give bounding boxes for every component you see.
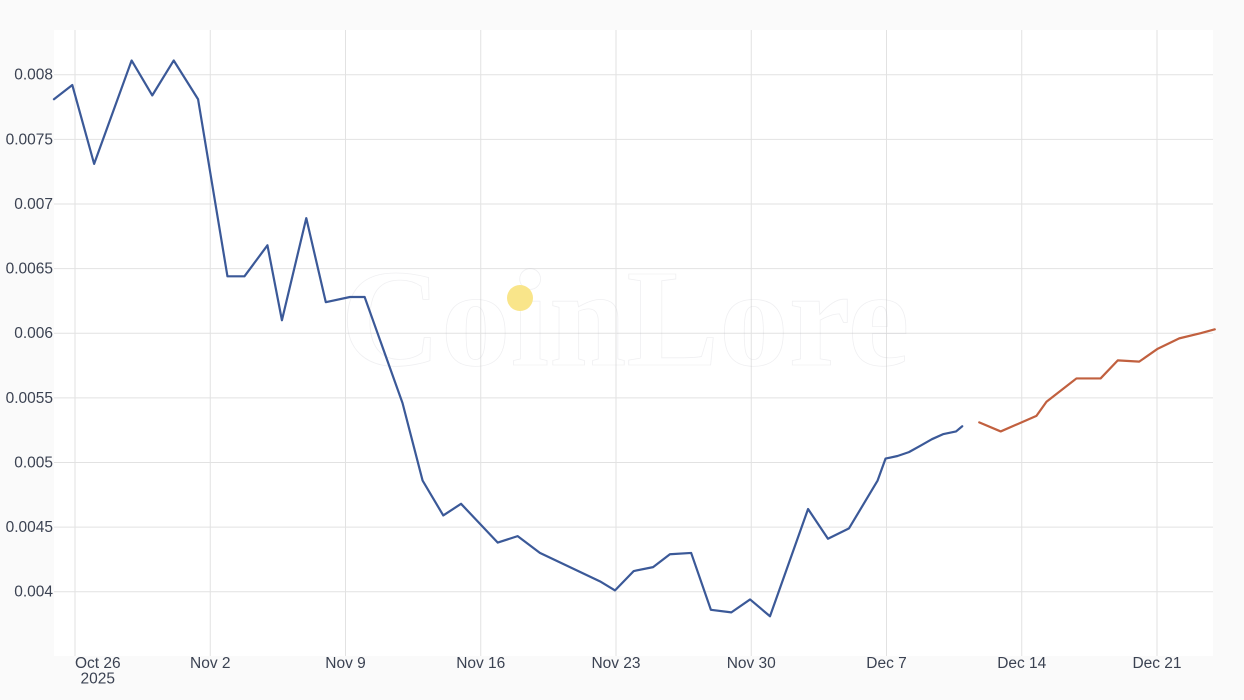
svg-text:Oct 26: Oct 26 [75, 655, 121, 672]
svg-text:Nov 23: Nov 23 [591, 655, 640, 672]
svg-text:0.007: 0.007 [14, 196, 53, 213]
svg-text:2025: 2025 [81, 671, 115, 688]
svg-text:Nov 16: Nov 16 [456, 655, 505, 672]
svg-text:0.0065: 0.0065 [6, 261, 53, 278]
svg-text:Dec 7: Dec 7 [866, 655, 907, 672]
svg-text:0.008: 0.008 [14, 67, 53, 84]
svg-text:0.0075: 0.0075 [6, 131, 53, 148]
svg-text:Dec 14: Dec 14 [997, 655, 1046, 672]
svg-text:CoinLore: CoinLore [341, 242, 910, 396]
svg-text:0.0055: 0.0055 [6, 390, 53, 407]
svg-text:Nov 30: Nov 30 [727, 655, 776, 672]
svg-text:0.0045: 0.0045 [6, 519, 53, 536]
svg-text:Nov 9: Nov 9 [325, 655, 366, 672]
svg-text:Nov 2: Nov 2 [190, 655, 231, 672]
svg-text:0.006: 0.006 [14, 325, 53, 342]
svg-text:Dec 21: Dec 21 [1132, 655, 1181, 672]
svg-text:0.005: 0.005 [14, 454, 53, 471]
svg-text:0.004: 0.004 [14, 584, 53, 601]
